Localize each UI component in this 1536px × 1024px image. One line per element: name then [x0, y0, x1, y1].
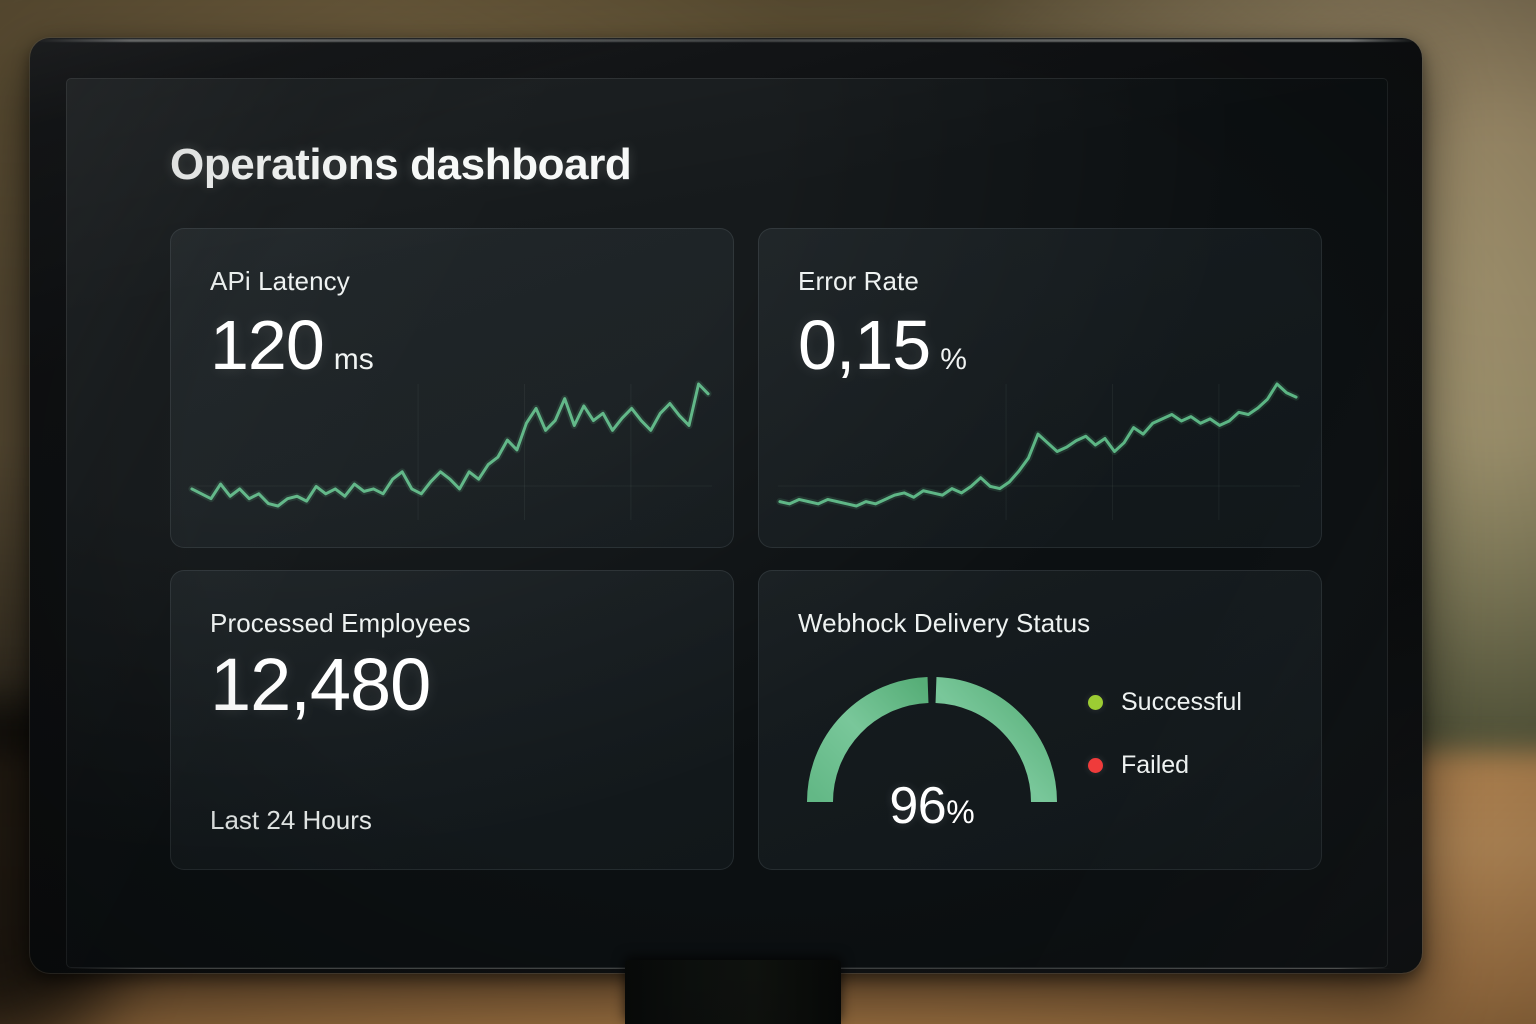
- metric-api-latency: 120 ms: [210, 310, 374, 380]
- gauge-unit: %: [946, 794, 975, 830]
- card-webhook-delivery-status[interactable]: Webhock Delivery Status: [758, 570, 1322, 870]
- gauge-value: 96: [889, 777, 947, 835]
- dashboard: Operations dashboard APi Latency 120 ms: [66, 78, 1388, 968]
- legend-item-failed: Failed: [1088, 751, 1242, 780]
- monitor-stand: [625, 960, 841, 1024]
- metric-unit-error-rate: %: [940, 343, 967, 376]
- metric-value-api-latency: 120: [210, 306, 325, 384]
- gauge-arc-right: [935, 677, 1057, 803]
- card-processed-employees[interactable]: Processed Employees 12,480 Last 24 Hours: [170, 570, 734, 870]
- metric-value-processed-employees: 12,480: [210, 643, 431, 726]
- legend-label-failed: Failed: [1121, 751, 1190, 779]
- legend-item-successful: Successful: [1088, 688, 1242, 717]
- metric-value-error-rate: 0,15: [798, 306, 931, 384]
- page-title: Operations dashboard: [170, 140, 632, 189]
- monitor-screen: Operations dashboard APi Latency 120 ms: [66, 78, 1388, 968]
- sparkline-api-latency: [184, 376, 716, 524]
- legend-dot-failed-icon: [1088, 758, 1103, 773]
- metrics-grid: APi Latency 120 ms Error Rate: [170, 228, 1322, 870]
- gauge-svg: [807, 677, 1057, 803]
- card-api-latency[interactable]: APi Latency 120 ms: [170, 228, 734, 548]
- gauge-value-group: 96%: [792, 776, 1072, 836]
- metric-error-rate: 0,15 %: [798, 310, 967, 380]
- sparkline-svg-api-latency: [188, 380, 713, 520]
- sparkline-svg-error-rate: [776, 380, 1301, 520]
- card-error-rate[interactable]: Error Rate 0,15 %: [758, 228, 1322, 548]
- sparkline-error-rate: [772, 376, 1304, 524]
- gauge-arc-left: [807, 677, 929, 803]
- card-title-error-rate: Error Rate: [798, 266, 919, 296]
- bezel-highlight: [34, 39, 1418, 42]
- legend-label-successful: Successful: [1121, 688, 1242, 716]
- card-title-processed-employees: Processed Employees: [210, 608, 471, 638]
- screen-content: Operations dashboard APi Latency 120 ms: [66, 78, 1388, 968]
- card-title-api-latency: APi Latency: [210, 266, 350, 296]
- legend-dot-successful-icon: [1088, 695, 1103, 710]
- monitor: Operations dashboard APi Latency 120 ms: [30, 38, 1422, 973]
- gauge-webhook-delivery: 96%: [792, 652, 1072, 842]
- card-title-webhook-delivery-status: Webhock Delivery Status: [798, 608, 1091, 638]
- metric-unit-api-latency: ms: [333, 343, 374, 376]
- gauge-legend: Successful Failed: [1088, 688, 1242, 814]
- metric-sublabel-processed-employees: Last 24 Hours: [210, 805, 372, 835]
